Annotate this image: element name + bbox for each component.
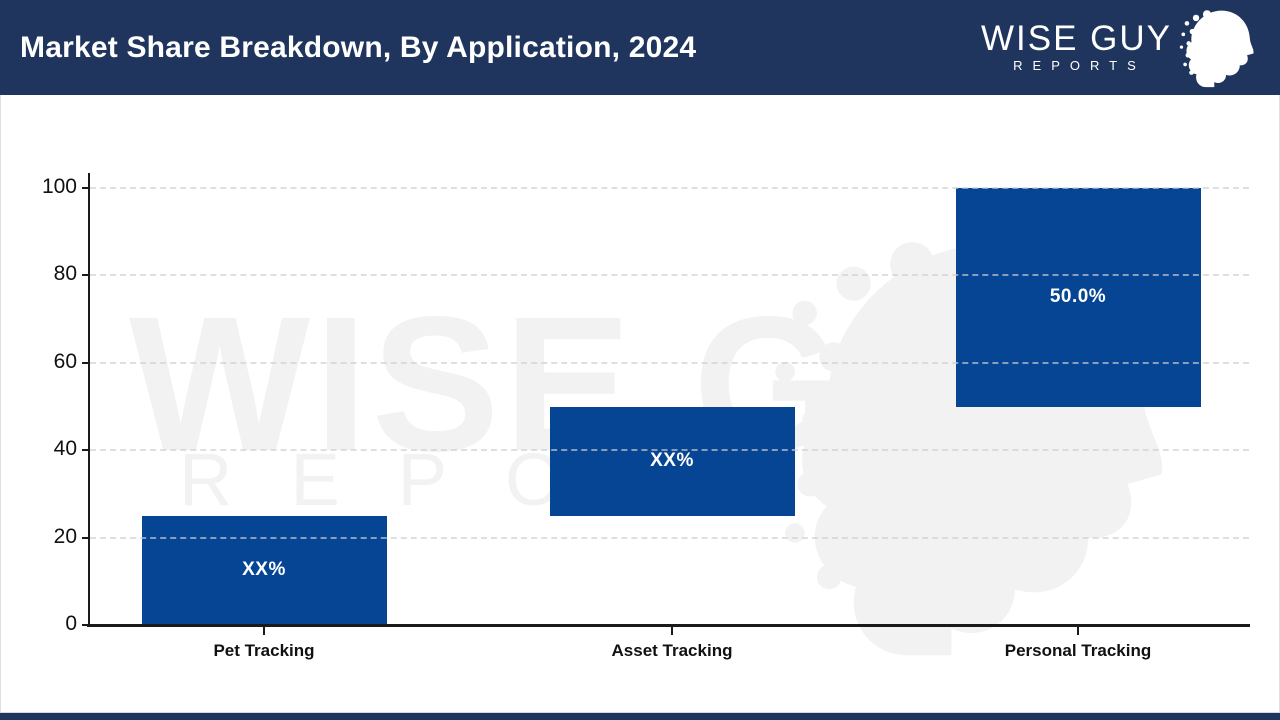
x-category-label: Pet Tracking: [213, 641, 315, 660]
x-category-label: Asset Tracking: [611, 641, 733, 660]
logo-text: WISE GUY REPORTS: [980, 19, 1172, 73]
bar-value-label: XX%: [242, 559, 286, 581]
footer-bar: [0, 713, 1280, 720]
y-tick-mark-60: [82, 361, 89, 364]
y-tick-label: 20: [53, 524, 77, 548]
page-title: Market Share Breakdown, By Application, …: [20, 30, 697, 64]
y-axis-line: [88, 173, 90, 627]
bar-pet-tracking: XX%: [141, 515, 387, 625]
logo-primary-text: WISE GUY: [980, 19, 1172, 58]
y-tick-mark-40: [82, 449, 89, 452]
header-bar: Market Share Breakdown, By Application, …: [0, 0, 1280, 95]
y-tick-mark-100: [82, 187, 89, 189]
head-silhouette-icon: [1179, 9, 1254, 87]
x-tick-mark-3: [1077, 627, 1079, 635]
gridline-80: [90, 274, 1249, 277]
y-tick-label: 80: [53, 262, 77, 286]
bar-personal-tracking: 50.0%: [955, 188, 1201, 407]
y-tick-label: 100: [41, 175, 77, 198]
chart-plot-area: WISE GUY REPORTS XX%XX%50.0%020406080100…: [0, 95, 1280, 712]
gridline-40: [90, 449, 1249, 452]
y-tick-mark-0: [82, 624, 89, 626]
bar-value-label: XX%: [650, 450, 694, 472]
y-tick-mark-80: [82, 274, 89, 277]
gridline-100: [90, 187, 1249, 189]
x-axis-line: [87, 624, 1250, 627]
y-tick-label: 0: [65, 612, 77, 635]
y-tick-label: 60: [53, 349, 77, 373]
x-tick-mark-1: [263, 627, 265, 635]
wise-guy-reports-logo: WISE GUY REPORTS: [981, 4, 1258, 92]
bar-asset-tracking: XX%: [549, 406, 795, 516]
bar-value-label: 50.0%: [1049, 286, 1107, 308]
y-tick-label: 40: [53, 437, 77, 461]
x-category-label: Personal Tracking: [1004, 641, 1152, 660]
x-tick-mark-2: [671, 627, 673, 635]
y-tick-mark-20: [82, 536, 89, 539]
footer-divider: [0, 712, 1280, 713]
logo-secondary-text: REPORTS: [1013, 58, 1146, 73]
gridline-60: [90, 361, 1249, 364]
gridline-20: [90, 536, 1249, 539]
